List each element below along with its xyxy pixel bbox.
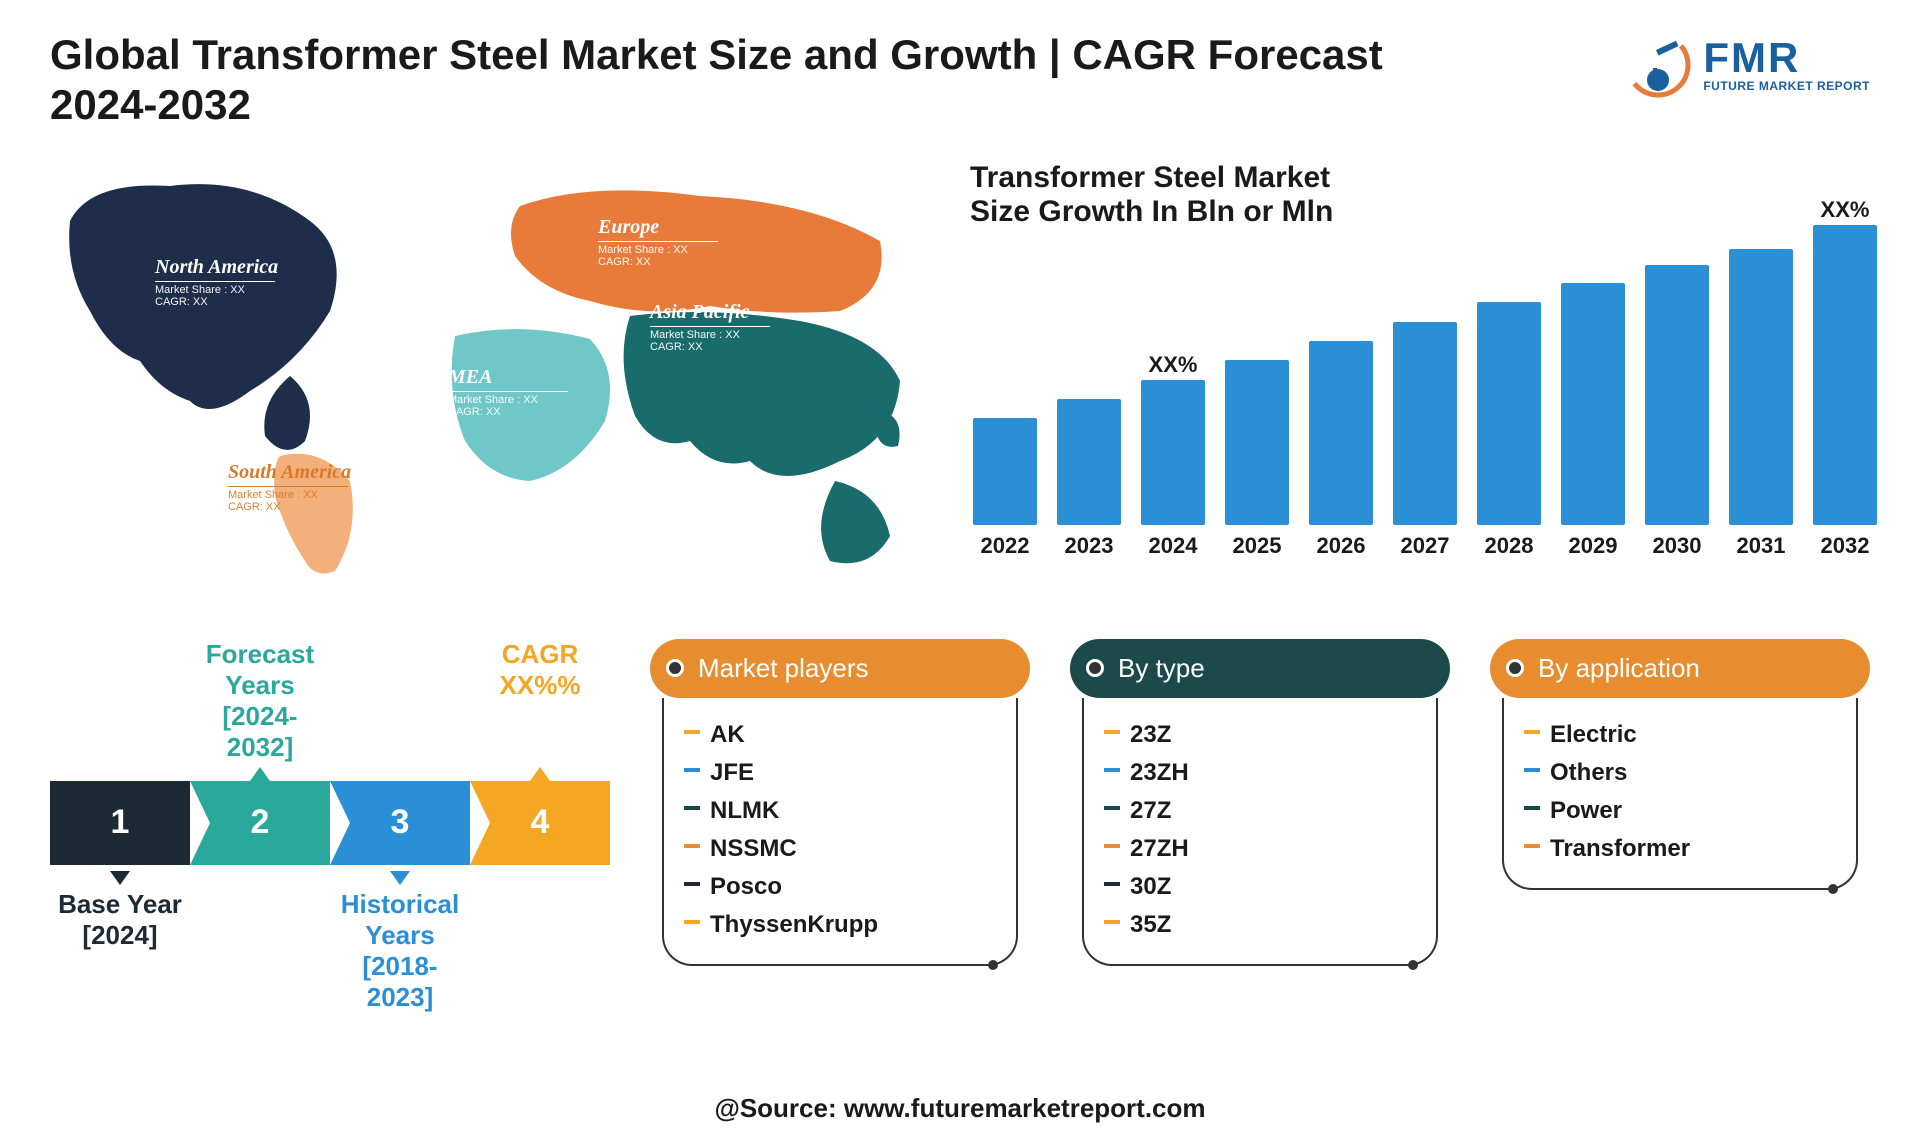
bar-column: 2029 (1558, 283, 1628, 559)
bar-column: XX%2024 (1138, 380, 1208, 559)
tl-seg-1: 1 (50, 781, 190, 865)
bar-column: 2027 (1390, 322, 1460, 559)
logo-subtitle: FUTURE MARKET REPORT (1703, 79, 1870, 93)
arrow-down-icon (110, 871, 130, 885)
tl-label-historical: Historical Years [2018-2023] (330, 889, 470, 1013)
map-label-south-america: South America Market Share : XXCAGR: XX (228, 461, 351, 513)
tl-seg-3: 3 (330, 781, 470, 865)
map-label-asia-pacific: Asia Pacific Market Share : XXCAGR: XX (650, 301, 770, 353)
chart-title: Transformer Steel Market Size Growth In … (970, 161, 1390, 229)
tl-seg-2: 2 (190, 781, 330, 865)
bar-rect (1477, 302, 1541, 525)
tl-label-forecast: Forecast Years [2024-2032] (190, 639, 330, 763)
list-item: Electric (1524, 716, 1836, 754)
pill-market-players: Market players AKJFENLMKNSSMCPoscoThysse… (650, 639, 1030, 1013)
bar-column: 2022 (970, 418, 1040, 558)
list-item: 23Z (1104, 716, 1416, 754)
list-item: JFE (684, 754, 996, 792)
list-item: AK (684, 716, 996, 754)
bar-annotation: XX% (1149, 352, 1198, 378)
pill-title: By application (1538, 653, 1700, 684)
bar-year-label: 2022 (981, 533, 1030, 559)
bar-year-label: 2028 (1485, 533, 1534, 559)
timeline: Forecast Years [2024-2032] CAGR XX%% 1 2… (50, 639, 610, 1013)
bar-column: XX%2032 (1810, 225, 1880, 559)
region-north-america (69, 184, 337, 450)
pill-title: Market players (698, 653, 869, 684)
bar-rect (1309, 341, 1373, 525)
bar-year-label: 2032 (1821, 533, 1870, 559)
arrow-down-icon (390, 871, 410, 885)
list-item: Power (1524, 792, 1836, 830)
list-item: 35Z (1104, 906, 1416, 944)
bar-rect (1141, 380, 1205, 525)
list-market-players: AKJFENLMKNSSMCPoscoThyssenKrupp (684, 716, 996, 944)
bar-rect (1729, 249, 1793, 525)
list-item: 23ZH (1104, 754, 1416, 792)
list-item: 27Z (1104, 792, 1416, 830)
bar-year-label: 2024 (1149, 533, 1198, 559)
arrow-up-icon (250, 767, 270, 781)
bar-year-label: 2023 (1065, 533, 1114, 559)
arrow-up-icon (530, 767, 550, 781)
map-label-north-america: North America Market Share : XXCAGR: XX (155, 256, 278, 308)
tl-seg-4: 4 (470, 781, 610, 865)
bar-rect (1645, 265, 1709, 524)
list-item: NLMK (684, 792, 996, 830)
list-item: NSSMC (684, 830, 996, 868)
tl-label-cagr: CAGR XX%% (470, 639, 610, 763)
bar-column: 2031 (1726, 249, 1796, 559)
bar-column: 2023 (1054, 399, 1124, 559)
bar-year-label: 2029 (1569, 533, 1618, 559)
bar-rect (1057, 399, 1121, 525)
timeline-bar: 1 2 3 4 (50, 781, 610, 865)
bar-rect (1813, 225, 1877, 525)
page-title: Global Transformer Steel Market Size and… (50, 30, 1450, 131)
list-item: Posco (684, 868, 996, 906)
bar-column: 2026 (1306, 341, 1376, 559)
list-item: 30Z (1104, 868, 1416, 906)
bar-chart: Transformer Steel Market Size Growth In … (970, 161, 1880, 599)
list-item: Transformer (1524, 830, 1836, 868)
pill-by-application: By application ElectricOthersPowerTransf… (1490, 639, 1870, 1013)
source-text: @Source: www.futuremarketreport.com (714, 1093, 1205, 1124)
bar-year-label: 2027 (1401, 533, 1450, 559)
bars-area: 20222023XX%20242025202620272028202920302… (970, 239, 1880, 599)
bar-column: 2025 (1222, 360, 1292, 559)
telescope-icon (1623, 30, 1693, 100)
bar-column: 2028 (1474, 302, 1544, 559)
bar-rect (1561, 283, 1625, 525)
bar-year-label: 2025 (1233, 533, 1282, 559)
dot-icon (1086, 659, 1104, 677)
logo-abbr: FMR (1703, 37, 1870, 79)
bar-year-label: 2031 (1737, 533, 1786, 559)
bar-rect (1225, 360, 1289, 525)
pill-by-type: By type 23Z23ZH27Z27ZH30Z35Z (1070, 639, 1450, 1013)
bar-year-label: 2030 (1653, 533, 1702, 559)
list-by-type: 23Z23ZH27Z27ZH30Z35Z (1104, 716, 1416, 944)
bar-rect (1393, 322, 1457, 525)
list-item: Others (1524, 754, 1836, 792)
dot-icon (666, 659, 684, 677)
bar-annotation: XX% (1821, 197, 1870, 223)
list-item: 27ZH (1104, 830, 1416, 868)
world-map: North America Market Share : XXCAGR: XX … (50, 161, 930, 581)
tl-label-base: Base Year [2024] (50, 889, 190, 1013)
map-label-mea: MEA Market Share : XXCAGR: XX (448, 366, 568, 418)
bar-column: 2030 (1642, 265, 1712, 558)
bar-year-label: 2026 (1317, 533, 1366, 559)
fmr-logo: FMR FUTURE MARKET REPORT (1623, 30, 1870, 100)
list-by-application: ElectricOthersPowerTransformer (1524, 716, 1836, 868)
bar-rect (973, 418, 1037, 524)
list-item: ThyssenKrupp (684, 906, 996, 944)
map-label-europe: Europe Market Share : XXCAGR: XX (598, 216, 718, 268)
dot-icon (1506, 659, 1524, 677)
pill-title: By type (1118, 653, 1205, 684)
